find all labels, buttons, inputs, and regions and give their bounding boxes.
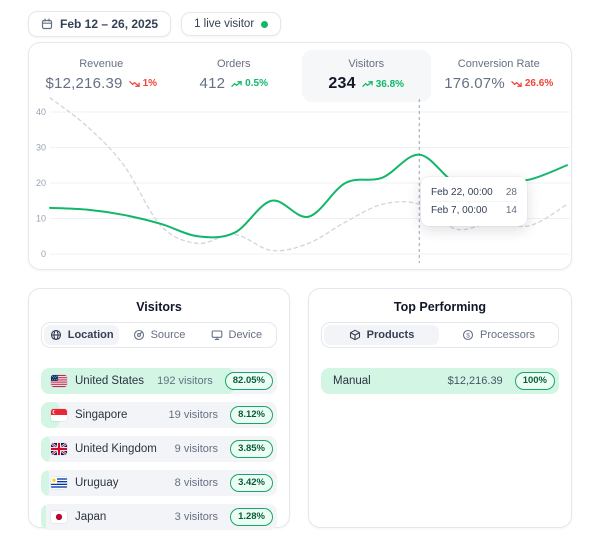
percent-badge: 8.12% [230, 406, 273, 424]
visitor-count: 19 visitors [168, 409, 219, 421]
stat-visitors-value: 234 [328, 75, 356, 92]
svg-text:$: $ [466, 332, 470, 339]
stat-revenue[interactable]: Revenue $12,216.39 1% [37, 50, 166, 102]
us-flag-icon [51, 375, 67, 387]
percent-badge: 82.05% [224, 372, 273, 390]
stat-visitors-delta: 36.8% [361, 79, 404, 90]
country-name: Japan [75, 511, 107, 523]
top-performing-title: Top Performing [393, 300, 487, 314]
trend-down-icon [128, 80, 140, 87]
monitor-icon [211, 330, 222, 340]
tab-processors[interactable]: $ Processors [441, 325, 556, 345]
topbar: Feb 12 – 26, 2025 1 live visitor [28, 11, 282, 37]
product-value: $12,216.39 [447, 375, 503, 387]
share-bar [41, 402, 61, 428]
visitor-row-japan[interactable]: Japan 3 visitors 1.28% [41, 504, 277, 530]
stat-revenue-delta: 1% [128, 78, 157, 89]
stat-orders-delta: 0.5% [231, 78, 268, 89]
trend-up-icon [231, 80, 242, 87]
stat-orders-value: 412 [199, 75, 226, 92]
visitors-card-title: Visitors [136, 300, 182, 314]
date-range-label: Feb 12 – 26, 2025 [60, 17, 159, 31]
stat-conversion-rate[interactable]: Conversion Rate 176.07% 26.6% [435, 50, 564, 102]
visitor-count: 3 visitors [174, 511, 219, 523]
overview-card: Revenue $12,216.39 1% Orders 412 0.5% Vi… [28, 42, 572, 270]
percent-badge: 3.42% [230, 474, 273, 492]
japan-flag-icon [51, 511, 67, 523]
stats-row: Revenue $12,216.39 1% Orders 412 0.5% Vi… [29, 43, 571, 104]
stat-conversion-rate-delta: 26.6% [511, 78, 553, 89]
top-performing-card: Top Performing Products $ Processors Man… [308, 288, 572, 528]
share-bar [41, 470, 50, 496]
percent-badge: 1.28% [230, 508, 273, 526]
country-name: United States [75, 375, 145, 387]
percent-badge: 100% [514, 372, 555, 390]
country-name: Singapore [75, 409, 128, 421]
visitors-tabbar: Location Source Device [41, 322, 277, 348]
stat-revenue-label: Revenue [79, 58, 124, 70]
product-name: Manual [333, 375, 371, 387]
dollar-circle-icon: $ [462, 329, 474, 341]
stat-revenue-value: $12,216.39 [45, 75, 123, 92]
country-name: United Kingdom [75, 443, 157, 455]
top-performing-list: Manual $12,216.39 100% [321, 368, 559, 394]
svg-text:0: 0 [41, 249, 46, 259]
visitor-row-uruguay[interactable]: Uruguay 8 visitors 3.42% [41, 470, 277, 496]
live-visitors-label: 1 live visitor [194, 18, 255, 30]
visitor-row-united-states[interactable]: United States 192 visitors 82.05% [41, 368, 277, 394]
trend-up-icon [361, 81, 373, 87]
visitor-row-singapore[interactable]: Singapore 19 visitors 8.12% [41, 402, 277, 428]
share-bar [41, 368, 235, 394]
visitor-row-united-kingdom[interactable]: United Kingdom 9 visitors 3.85% [41, 436, 277, 462]
visitor-count: 8 visitors [174, 477, 219, 489]
live-visitors-badge[interactable]: 1 live visitor [181, 12, 282, 36]
visitors-card: Visitors Location Source Device United S… [28, 288, 290, 530]
uk-flag-icon [51, 443, 67, 455]
cube-icon [349, 329, 360, 341]
visitor-count: 192 visitors [157, 375, 213, 387]
date-range-button[interactable]: Feb 12 – 26, 2025 [28, 11, 172, 37]
singapore-flag-icon [51, 409, 67, 421]
source-icon [133, 329, 144, 341]
top-performing-tabbar: Products $ Processors [321, 322, 559, 348]
live-dot-icon [261, 20, 269, 28]
svg-text:10: 10 [36, 214, 46, 224]
stat-visitors[interactable]: Visitors 234 36.8% [302, 50, 431, 102]
tooltip-row-previous: Feb 7, 00:00 14 [431, 201, 517, 219]
share-bar [41, 436, 51, 462]
calendar-icon [41, 18, 53, 30]
country-name: Uruguay [75, 477, 119, 489]
tab-products[interactable]: Products [324, 325, 439, 345]
svg-text:20: 20 [36, 178, 46, 188]
trend-down-icon [511, 80, 522, 87]
chart-tooltip: Feb 22, 00:00 28 Feb 7, 00:00 14 [421, 177, 527, 226]
stat-conversion-rate-label: Conversion Rate [457, 58, 540, 70]
product-row-manual[interactable]: Manual $12,216.39 100% [321, 368, 559, 394]
stat-orders-label: Orders [216, 58, 251, 70]
tab-device[interactable]: Device [199, 325, 274, 345]
visitors-list: United States 192 visitors 82.05% Singap… [41, 368, 277, 530]
tooltip-row-current: Feb 22, 00:00 28 [431, 187, 517, 198]
svg-text:40: 40 [36, 107, 46, 117]
stat-visitors-label: Visitors [348, 58, 385, 70]
stat-orders[interactable]: Orders 412 0.5% [170, 50, 299, 102]
uruguay-flag-icon [51, 477, 67, 489]
visitor-count: 9 visitors [174, 443, 219, 455]
globe-location-icon [50, 329, 61, 341]
stat-conversion-rate-value: 176.07% [444, 75, 505, 92]
tab-location[interactable]: Location [44, 325, 120, 345]
share-bar [41, 504, 46, 530]
tab-source[interactable]: Source [121, 325, 196, 345]
svg-text:30: 30 [36, 143, 46, 153]
percent-badge: 3.85% [230, 440, 273, 458]
